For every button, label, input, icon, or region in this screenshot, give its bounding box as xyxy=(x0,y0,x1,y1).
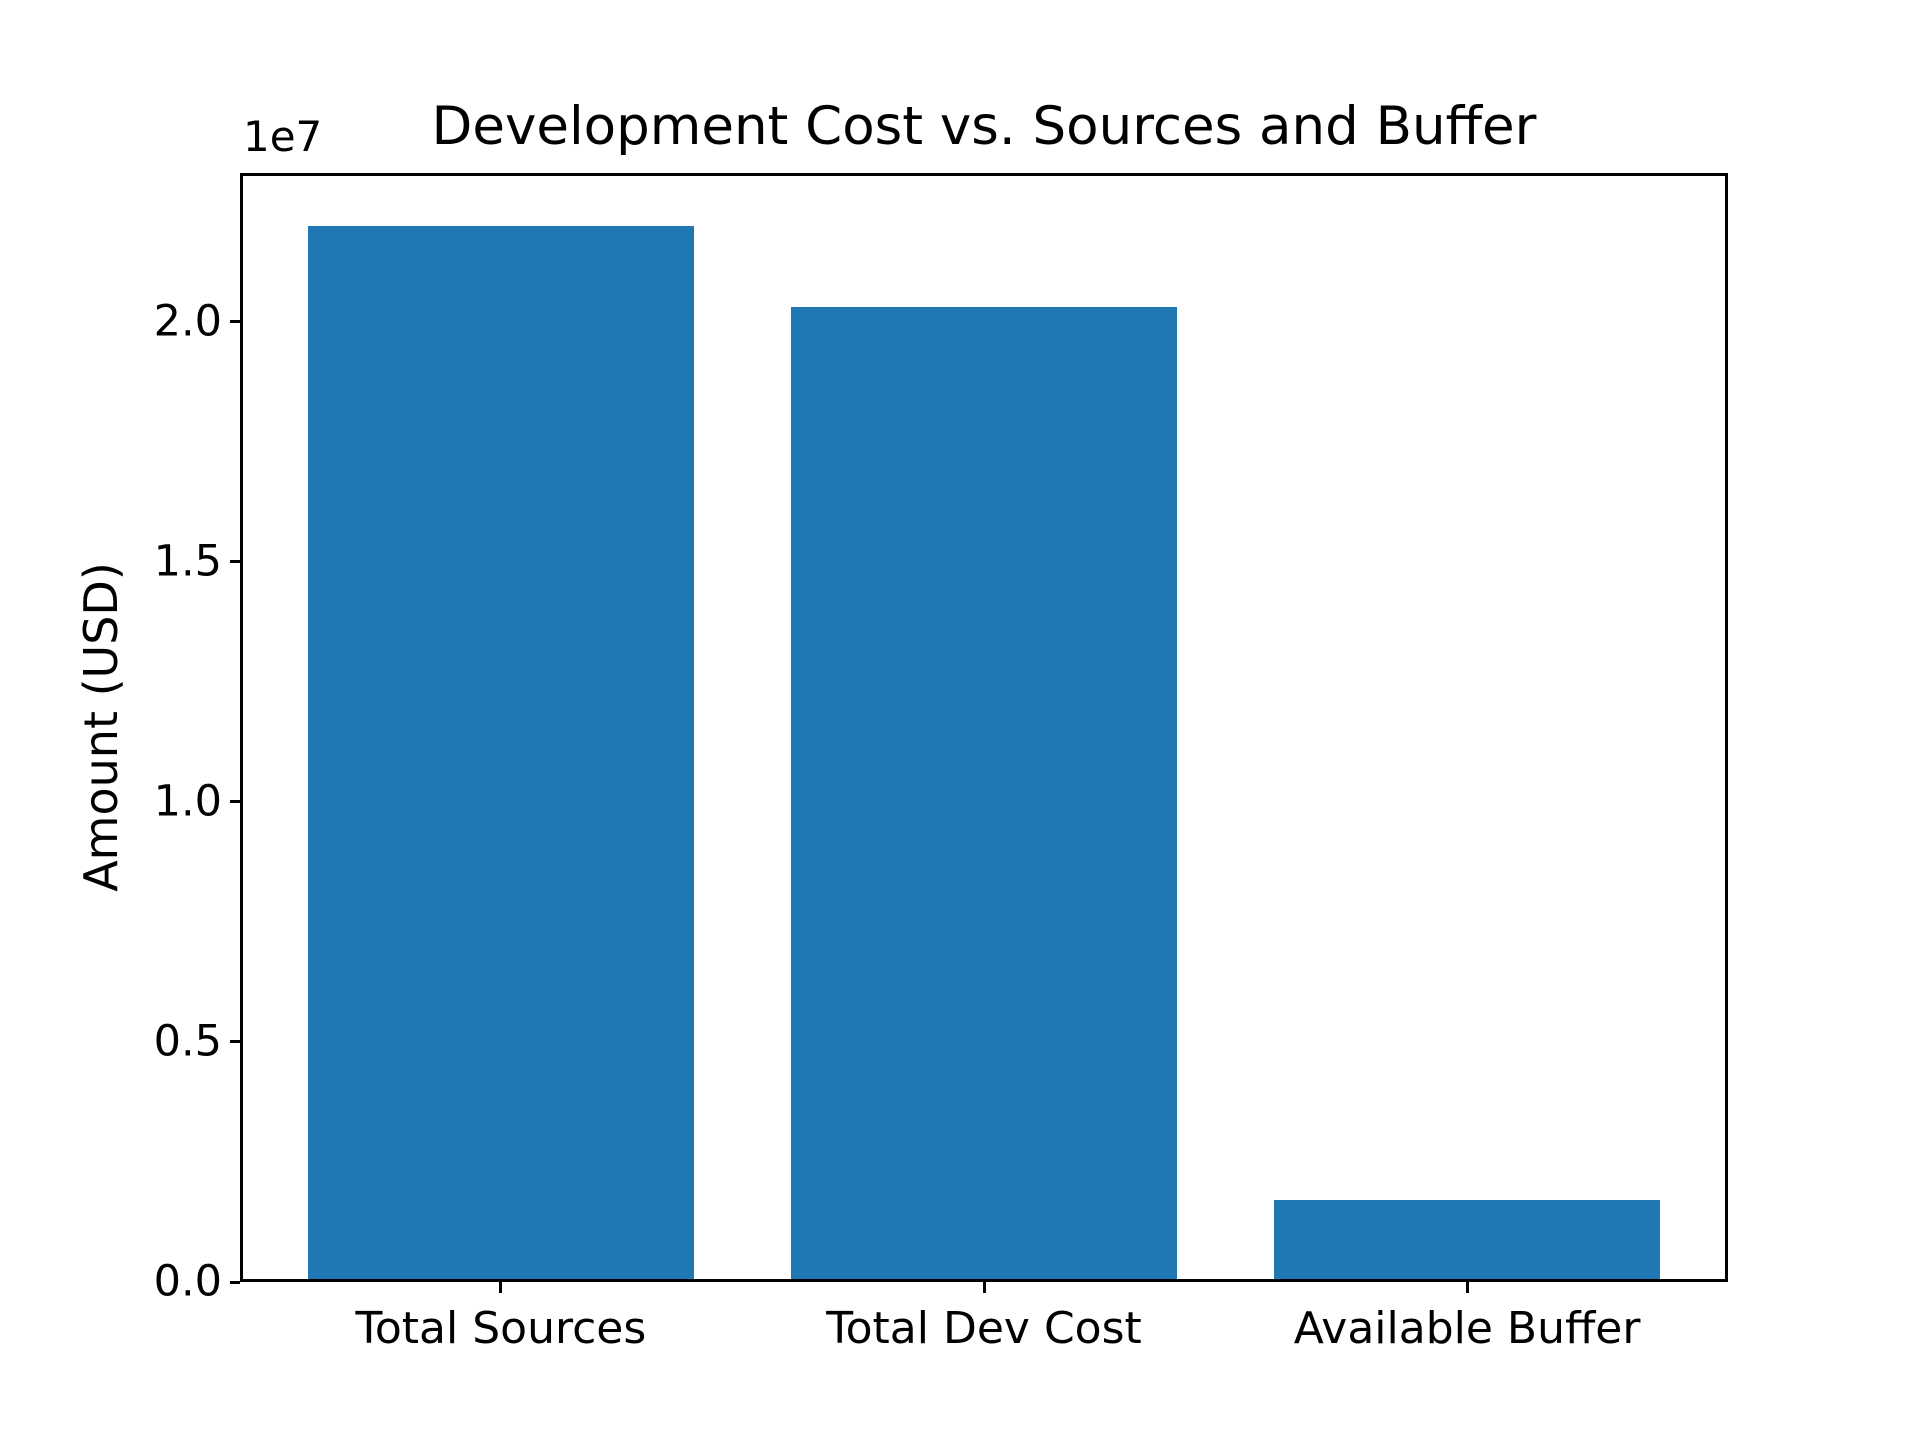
x-tick-label-available-buffer: Available Buffer xyxy=(1293,1303,1641,1354)
y-tick-label-0.5: 0.5 xyxy=(153,1016,222,1067)
y-tick-label-2.0: 2.0 xyxy=(153,296,222,347)
y-tick-label-1.5: 1.5 xyxy=(153,536,222,587)
chart-title: Development Cost vs. Sources and Buffer xyxy=(431,96,1537,157)
plot-area xyxy=(240,173,1728,1282)
y-tick-mark-0.0 xyxy=(230,1280,240,1284)
x-tick-mark-total-dev-cost xyxy=(982,1282,986,1293)
y-tick-mark-1.5 xyxy=(230,560,240,564)
y-tick-mark-1.0 xyxy=(230,800,240,804)
x-tick-label-total-dev-cost: Total Dev Cost xyxy=(826,1303,1142,1354)
y-axis-offset-label: 1e7 xyxy=(243,112,323,161)
x-tick-mark-available-buffer xyxy=(1465,1282,1469,1293)
y-tick-mark-2.0 xyxy=(230,320,240,324)
y-tick-label-1.0: 1.0 xyxy=(153,776,222,827)
x-tick-mark-total-sources xyxy=(499,1282,503,1293)
y-axis-label: Amount (USD) xyxy=(74,562,128,892)
bar-available-buffer xyxy=(1273,1200,1661,1282)
x-tick-label-total-sources: Total Sources xyxy=(355,1303,647,1354)
y-tick-label-0.0: 0.0 xyxy=(153,1256,222,1307)
bar-total-sources xyxy=(307,225,695,1282)
y-tick-mark-0.5 xyxy=(230,1040,240,1044)
bar-total-dev-cost xyxy=(790,307,1178,1282)
